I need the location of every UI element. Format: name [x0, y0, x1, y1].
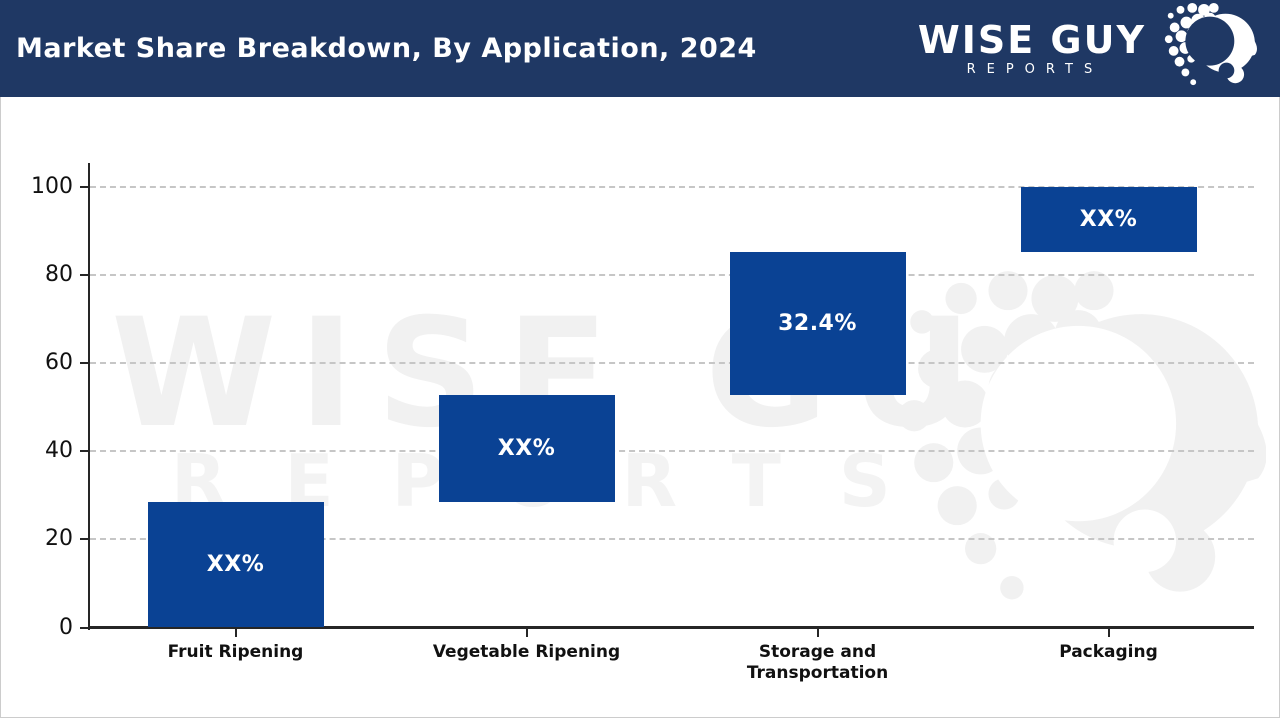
y-axis-tick — [80, 538, 88, 541]
y-axis-tick-label: 40 — [45, 438, 73, 464]
gridline — [90, 538, 1254, 541]
y-axis-tick-label: 60 — [45, 350, 73, 376]
logo-subtitle: REPORTS — [966, 62, 1104, 77]
chart-card: WISE GU REPORTS — [0, 97, 1280, 718]
wiseguy-logo: WISE GUY REPORTS — [918, 2, 1258, 96]
y-axis-tick — [80, 186, 88, 188]
header-bar: Market Share Breakdown, By Application, … — [0, 0, 1280, 97]
x-axis-category-label: Vegetable Ripening — [432, 642, 621, 662]
logo-wordmark: WISE GUY — [917, 18, 1146, 62]
wiseguy-face-icon — [1148, 2, 1258, 96]
bar-value-label: 32.4% — [778, 311, 857, 337]
logo-text: WISE GUY REPORTS — [918, 21, 1146, 76]
x-axis-tick — [1107, 629, 1110, 637]
gridline — [90, 186, 1254, 188]
y-axis-tick — [80, 626, 88, 629]
bar: XX% — [1020, 187, 1197, 253]
x-axis-tick — [525, 629, 528, 637]
bar: XX% — [438, 394, 615, 503]
y-axis-tick — [80, 274, 88, 277]
bar: XX% — [147, 502, 324, 628]
y-axis-tick-label: 0 — [59, 614, 73, 640]
x-axis-category-label: Storage and Transportation — [746, 642, 889, 683]
y-axis-tick — [80, 362, 88, 365]
x-axis-category-label: Packaging — [1059, 642, 1158, 662]
page-title: Market Share Breakdown, By Application, … — [16, 33, 757, 64]
gridline — [90, 274, 1254, 277]
gridline — [90, 362, 1254, 365]
x-axis-tick — [234, 629, 237, 637]
y-axis-spine — [88, 163, 90, 630]
bar: 32.4% — [729, 252, 906, 395]
x-axis-spine — [88, 626, 1254, 629]
x-axis-category-label: Fruit Ripening — [167, 642, 304, 662]
y-axis-tick-label: 100 — [31, 174, 73, 199]
x-axis-tick — [816, 629, 819, 637]
watermark-face-icon — [836, 212, 1267, 686]
y-axis-tick-label: 20 — [45, 526, 73, 552]
y-axis-tick — [80, 450, 88, 453]
bar-value-label: XX% — [206, 552, 265, 578]
bar-value-label: XX% — [497, 436, 556, 462]
bar-value-label: XX% — [1079, 207, 1138, 233]
y-axis-tick-label: 80 — [45, 262, 73, 288]
gridline — [90, 450, 1254, 453]
